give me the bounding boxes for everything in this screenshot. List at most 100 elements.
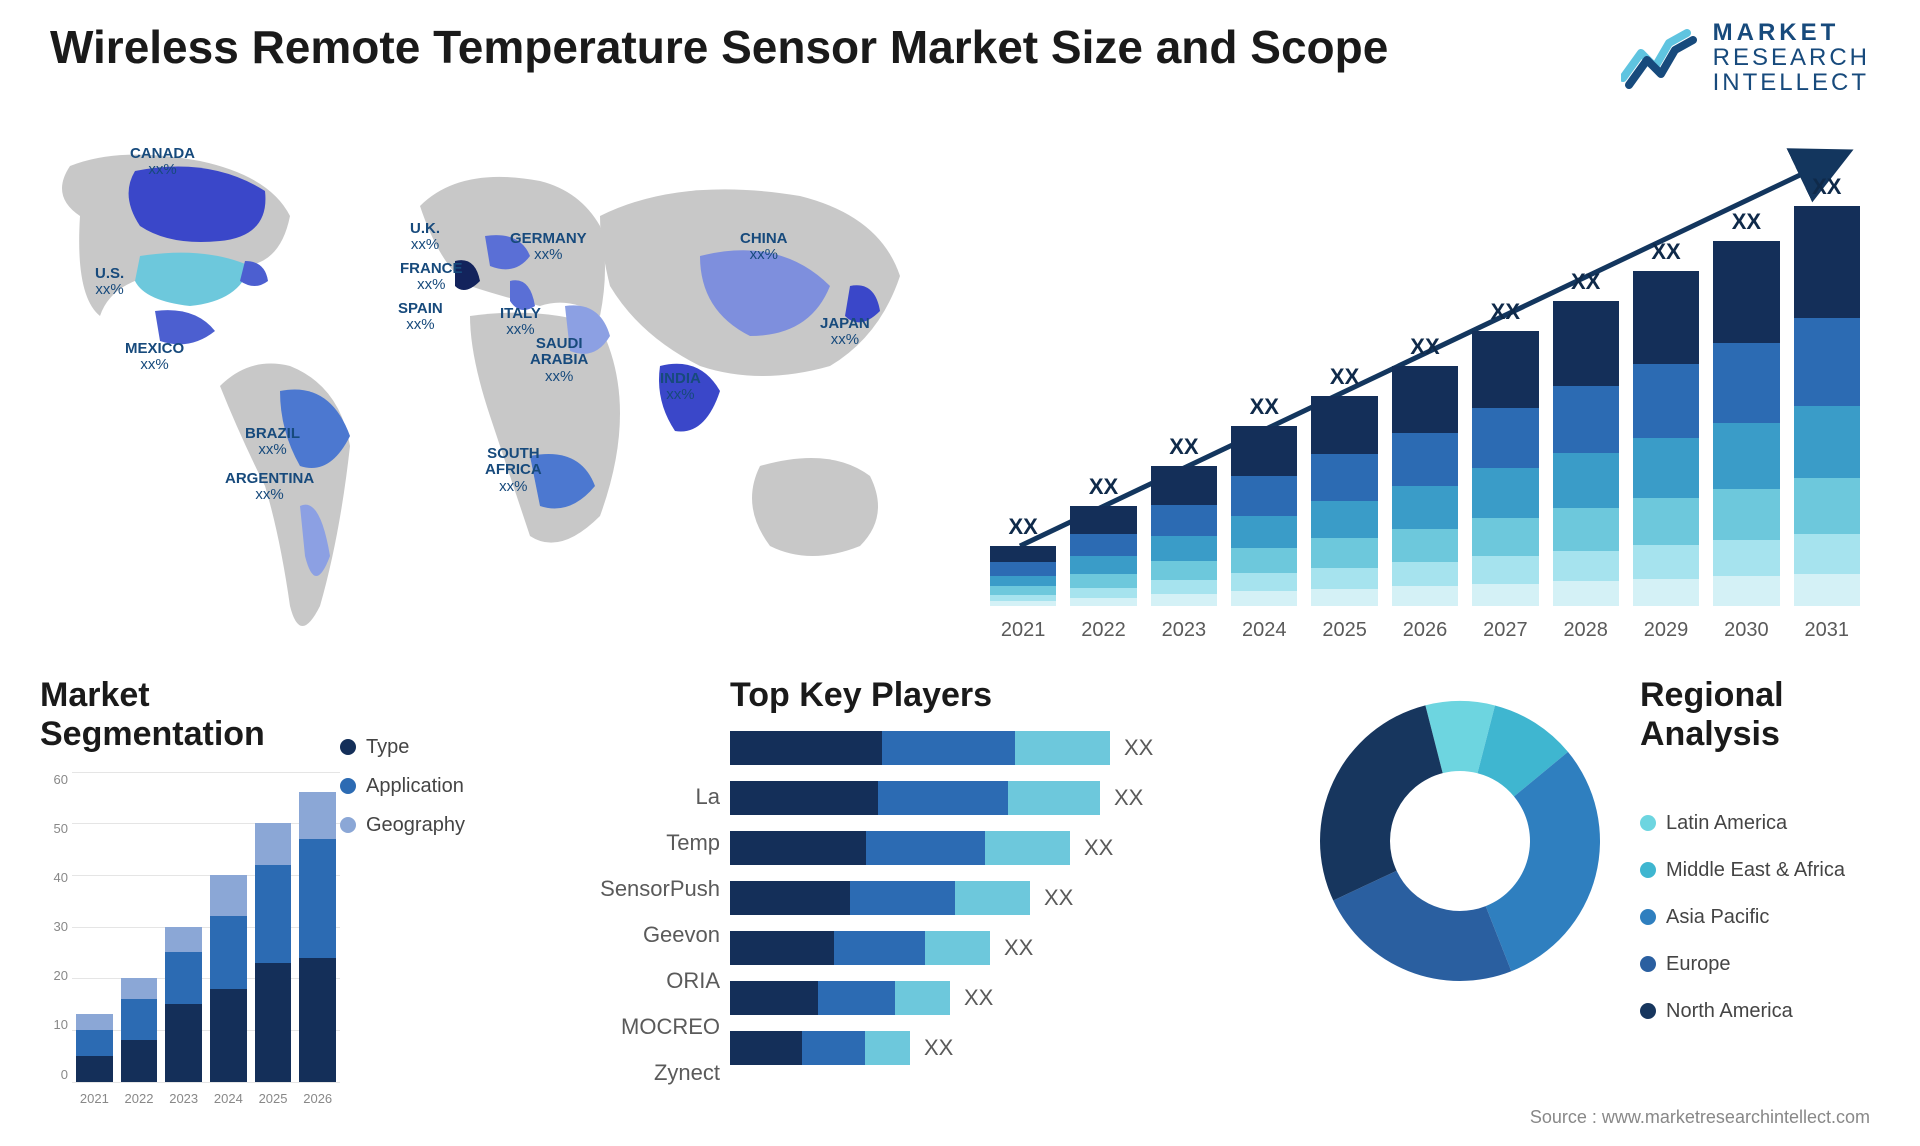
regional-donut-chart xyxy=(1300,676,1620,996)
player-name: Geevon xyxy=(550,922,720,948)
legend-swatch xyxy=(1640,862,1656,878)
growth-value-label: XX xyxy=(1169,434,1198,460)
legend-swatch xyxy=(1640,815,1656,831)
logo-line3: INTELLECT xyxy=(1713,70,1870,95)
growth-value-label: XX xyxy=(1571,269,1600,295)
seg-x-label: 2026 xyxy=(299,1091,336,1106)
player-name: MOCREO xyxy=(550,1014,720,1040)
legend-swatch xyxy=(1640,1003,1656,1019)
segmentation-legend: Type Application Geography xyxy=(340,676,520,1086)
source-attribution: Source : www.marketresearchintellect.com xyxy=(1530,1107,1870,1128)
map-label: GERMANYxx% xyxy=(510,231,587,264)
brand-logo: MARKET RESEARCH INTELLECT xyxy=(1621,20,1870,96)
map-label: INDIAxx% xyxy=(660,371,701,404)
player-bar-row: XX xyxy=(730,731,1270,765)
player-name: La xyxy=(550,784,720,810)
legend-item: Latin America xyxy=(1640,812,1870,835)
players-panel: LaTempSensorPushGeevonORIAMOCREOZynect T… xyxy=(550,676,1270,1086)
growth-x-label: 2021 xyxy=(990,619,1056,642)
player-bar-row: XX xyxy=(730,931,1270,965)
legend-label: Europe xyxy=(1666,953,1731,976)
growth-x-label: 2025 xyxy=(1311,619,1377,642)
growth-value-label: XX xyxy=(1330,364,1359,390)
growth-x-label: 2023 xyxy=(1151,619,1217,642)
seg-y-tick: 50 xyxy=(40,821,68,836)
players-name-list: LaTempSensorPushGeevonORIAMOCREOZynect xyxy=(550,724,720,1086)
segmentation-bar xyxy=(255,823,292,1081)
growth-bar-chart: XXXXXXXXXXXXXXXXXXXXXX 20212022202320242… xyxy=(990,116,1870,656)
segmentation-panel: Market Segmentation 0102030405060 202120… xyxy=(40,676,520,1086)
legend-label: Application xyxy=(366,775,464,798)
growth-x-label: 2031 xyxy=(1794,619,1860,642)
donut-slice xyxy=(1320,705,1443,900)
growth-value-label: XX xyxy=(1250,394,1279,420)
legend-label: Middle East & Africa xyxy=(1666,859,1845,882)
map-label: ARGENTINAxx% xyxy=(225,471,314,504)
legend-label: Type xyxy=(366,736,409,759)
map-label: SAUDIARABIAxx% xyxy=(530,336,588,386)
player-value-label: XX xyxy=(924,1035,953,1061)
legend-swatch xyxy=(340,739,356,755)
world-map xyxy=(40,136,960,656)
growth-value-label: XX xyxy=(1089,474,1118,500)
legend-item: Europe xyxy=(1640,953,1870,976)
segmentation-bar xyxy=(210,875,247,1082)
player-value-label: XX xyxy=(1124,735,1153,761)
growth-bar: XX xyxy=(1311,156,1377,606)
player-value-label: XX xyxy=(1114,785,1143,811)
growth-x-label: 2024 xyxy=(1231,619,1297,642)
regional-legend: Latin America Middle East & Africa Asia Pa… xyxy=(1640,772,1870,1023)
growth-value-label: XX xyxy=(1651,239,1680,265)
legend-item: Application xyxy=(340,775,520,798)
growth-x-label: 2028 xyxy=(1553,619,1619,642)
players-title: Top Key Players xyxy=(730,676,1270,715)
seg-x-label: 2024 xyxy=(210,1091,247,1106)
segmentation-bar xyxy=(299,792,336,1081)
growth-bar: XX xyxy=(1553,156,1619,606)
map-label: SPAINxx% xyxy=(398,301,443,334)
map-label: U.K.xx% xyxy=(410,221,440,254)
legend-item: Asia Pacific xyxy=(1640,906,1870,929)
growth-bar: XX xyxy=(1633,156,1699,606)
growth-x-label: 2027 xyxy=(1472,619,1538,642)
player-value-label: XX xyxy=(1004,935,1033,961)
regional-title: Regional Analysis xyxy=(1640,676,1870,754)
map-label: CANADAxx% xyxy=(130,146,195,179)
seg-y-tick: 40 xyxy=(40,870,68,885)
logo-line2: RESEARCH xyxy=(1713,45,1870,70)
segmentation-bar xyxy=(76,1014,113,1081)
player-value-label: XX xyxy=(964,985,993,1011)
growth-x-label: 2029 xyxy=(1633,619,1699,642)
segmentation-bar xyxy=(165,927,202,1082)
seg-x-label: 2021 xyxy=(76,1091,113,1106)
map-label: FRANCExx% xyxy=(400,261,463,294)
map-label: MEXICOxx% xyxy=(125,341,184,374)
map-label: SOUTHAFRICAxx% xyxy=(485,446,542,496)
seg-y-tick: 60 xyxy=(40,772,68,787)
seg-y-tick: 20 xyxy=(40,968,68,983)
seg-y-tick: 0 xyxy=(40,1067,68,1082)
growth-value-label: XX xyxy=(1491,299,1520,325)
player-name: Zynect xyxy=(550,1060,720,1086)
legend-swatch xyxy=(1640,909,1656,925)
legend-swatch xyxy=(340,778,356,794)
map-label: U.S.xx% xyxy=(95,266,124,299)
world-map-panel: CANADAxx% U.S.xx% MEXICOxx% U.K.xx% FRANCExx… xyxy=(40,116,960,656)
seg-y-tick: 10 xyxy=(40,1017,68,1032)
player-name: ORIA xyxy=(550,968,720,994)
regional-panel: Regional Analysis Latin America Middle Ea… xyxy=(1300,676,1870,1086)
seg-x-label: 2022 xyxy=(121,1091,158,1106)
growth-x-label: 2026 xyxy=(1392,619,1458,642)
legend-label: Geography xyxy=(366,814,465,837)
legend-swatch xyxy=(1640,956,1656,972)
seg-y-tick: 30 xyxy=(40,919,68,934)
growth-bar: XX xyxy=(1151,156,1217,606)
growth-bar: XX xyxy=(1070,156,1136,606)
player-bar-row: XX xyxy=(730,881,1270,915)
logo-icon xyxy=(1621,23,1701,93)
player-name: SensorPush xyxy=(550,876,720,902)
growth-value-label: XX xyxy=(1008,514,1037,540)
growth-bar: XX xyxy=(1794,156,1860,606)
growth-value-label: XX xyxy=(1410,334,1439,360)
growth-x-label: 2030 xyxy=(1713,619,1779,642)
